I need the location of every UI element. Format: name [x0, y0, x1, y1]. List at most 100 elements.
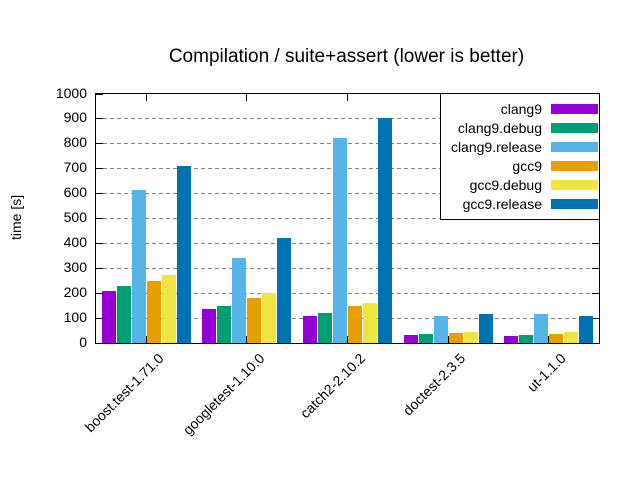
bar-gcc9.release [277, 238, 292, 343]
gridline [96, 267, 599, 269]
y-tick-mark [592, 317, 599, 319]
bar-gcc9.release [176, 166, 191, 343]
gridline [96, 118, 599, 120]
x-tick-mark [347, 94, 348, 101]
y-tick-mark [96, 242, 103, 244]
x-tick-mark [145, 94, 147, 101]
y-tick-label: 200 [63, 283, 87, 300]
legend-label: gcc9.debug [469, 176, 542, 193]
y-tick-mark [96, 218, 103, 219]
legend-item: gcc9 [451, 156, 598, 175]
gridline [96, 317, 599, 319]
bar-gcc9 [146, 281, 161, 343]
bar-gcc9.debug [564, 331, 579, 343]
bar-gcc9.debug [262, 293, 277, 343]
legend-label: gcc9 [512, 157, 542, 174]
bar-clang9.debug [418, 333, 433, 343]
x-category-label: googletest-1.10.0 [179, 350, 268, 438]
bar-clang9 [303, 315, 317, 343]
gridline [96, 218, 599, 219]
y-tick-mark [96, 93, 103, 95]
y-tick-label: 900 [63, 109, 87, 126]
legend-swatch [551, 141, 598, 152]
bar-clang9.debug [116, 285, 131, 343]
bar-clang9 [202, 309, 217, 343]
x-category-label: ut-1.1.0 [524, 350, 570, 395]
y-tick-label: 100 [63, 308, 87, 325]
y-tick-label: 300 [63, 258, 87, 275]
gridline [96, 168, 599, 170]
legend-label: gcc9.release [462, 195, 542, 212]
legend-item: gcc9.release [451, 194, 598, 213]
y-tick-label: 600 [63, 184, 87, 201]
bar-clang9.debug [217, 305, 232, 343]
y-tick-label: 1000 [55, 84, 87, 101]
y-tick-mark [96, 118, 103, 120]
y-tick-mark [96, 342, 103, 344]
y-tick-mark [592, 292, 599, 294]
bar-gcc9 [348, 305, 362, 343]
legend-item: clang9.release [451, 137, 598, 156]
bar-clang9.release [232, 258, 247, 343]
y-tick-mark [592, 342, 599, 344]
bar-gcc9.release [478, 313, 493, 343]
bar-clang9.release [433, 316, 448, 343]
bar-clang9.release [131, 189, 146, 343]
bar-gcc9 [247, 298, 262, 343]
bar-clang9 [504, 336, 519, 343]
bar-clang9.release [333, 137, 347, 343]
x-category-label: doctest-2.3.5 [399, 350, 469, 419]
gridline [96, 242, 599, 244]
y-tick-label: 0 [79, 333, 87, 350]
x-tick-mark [246, 94, 248, 101]
y-axis-label: time [s] [8, 194, 24, 241]
x-tick-mark [548, 336, 550, 343]
chart-title: Compilation / suite+assert (lower is bet… [168, 46, 525, 67]
bar-clang9 [101, 290, 116, 343]
legend-swatch [551, 179, 598, 190]
bar-clang9.debug [318, 313, 332, 343]
y-tick-label: 400 [63, 233, 87, 250]
y-tick-mark [96, 193, 103, 195]
x-tick-mark [246, 336, 248, 343]
y-tick-mark [96, 292, 103, 294]
legend-item: gcc9.debug [451, 175, 598, 194]
legend-label: clang9.debug [457, 119, 542, 136]
legend: clang9 clang9.debug clang9.release gcc9 gcc9… [439, 94, 599, 220]
legend-swatch [551, 103, 598, 114]
x-tick-mark [447, 336, 449, 343]
bar-gcc9 [549, 333, 564, 343]
x-category-label: catch2-2.10.2 [296, 350, 368, 422]
bar-gcc9.debug [161, 275, 176, 343]
gridline [96, 193, 599, 195]
plot-area: clang9 clang9.debug clang9.release gcc9 gcc9… [95, 93, 600, 344]
legend-label: clang9.release [450, 138, 542, 155]
legend-item: clang9.debug [451, 118, 598, 137]
legend-label: clang9 [500, 100, 542, 117]
bar-gcc9 [448, 333, 463, 343]
y-tick-mark [592, 242, 599, 244]
bar-gcc9.release [378, 117, 392, 343]
y-tick-label: 800 [63, 134, 87, 151]
y-tick-label: 500 [63, 209, 87, 225]
x-tick-mark [145, 336, 147, 343]
legend-swatch [551, 198, 598, 209]
bar-gcc9.debug [463, 332, 478, 343]
gridline [96, 143, 599, 145]
legend-swatch [551, 122, 598, 133]
gridline [96, 292, 599, 294]
y-tick-mark [96, 143, 103, 145]
bar-gcc9.release [579, 316, 594, 343]
bar-gcc9.debug [363, 303, 377, 343]
bar-clang9.release [534, 314, 549, 343]
y-tick-mark [96, 317, 103, 319]
y-tick-mark [96, 267, 103, 269]
y-tick-label: 700 [63, 159, 87, 176]
bar-clang9.debug [519, 334, 534, 343]
legend-swatch [551, 160, 598, 171]
x-tick-mark [347, 336, 348, 343]
y-tick-mark [592, 267, 599, 269]
legend-item: clang9 [451, 99, 598, 118]
y-tick-mark [96, 168, 103, 170]
